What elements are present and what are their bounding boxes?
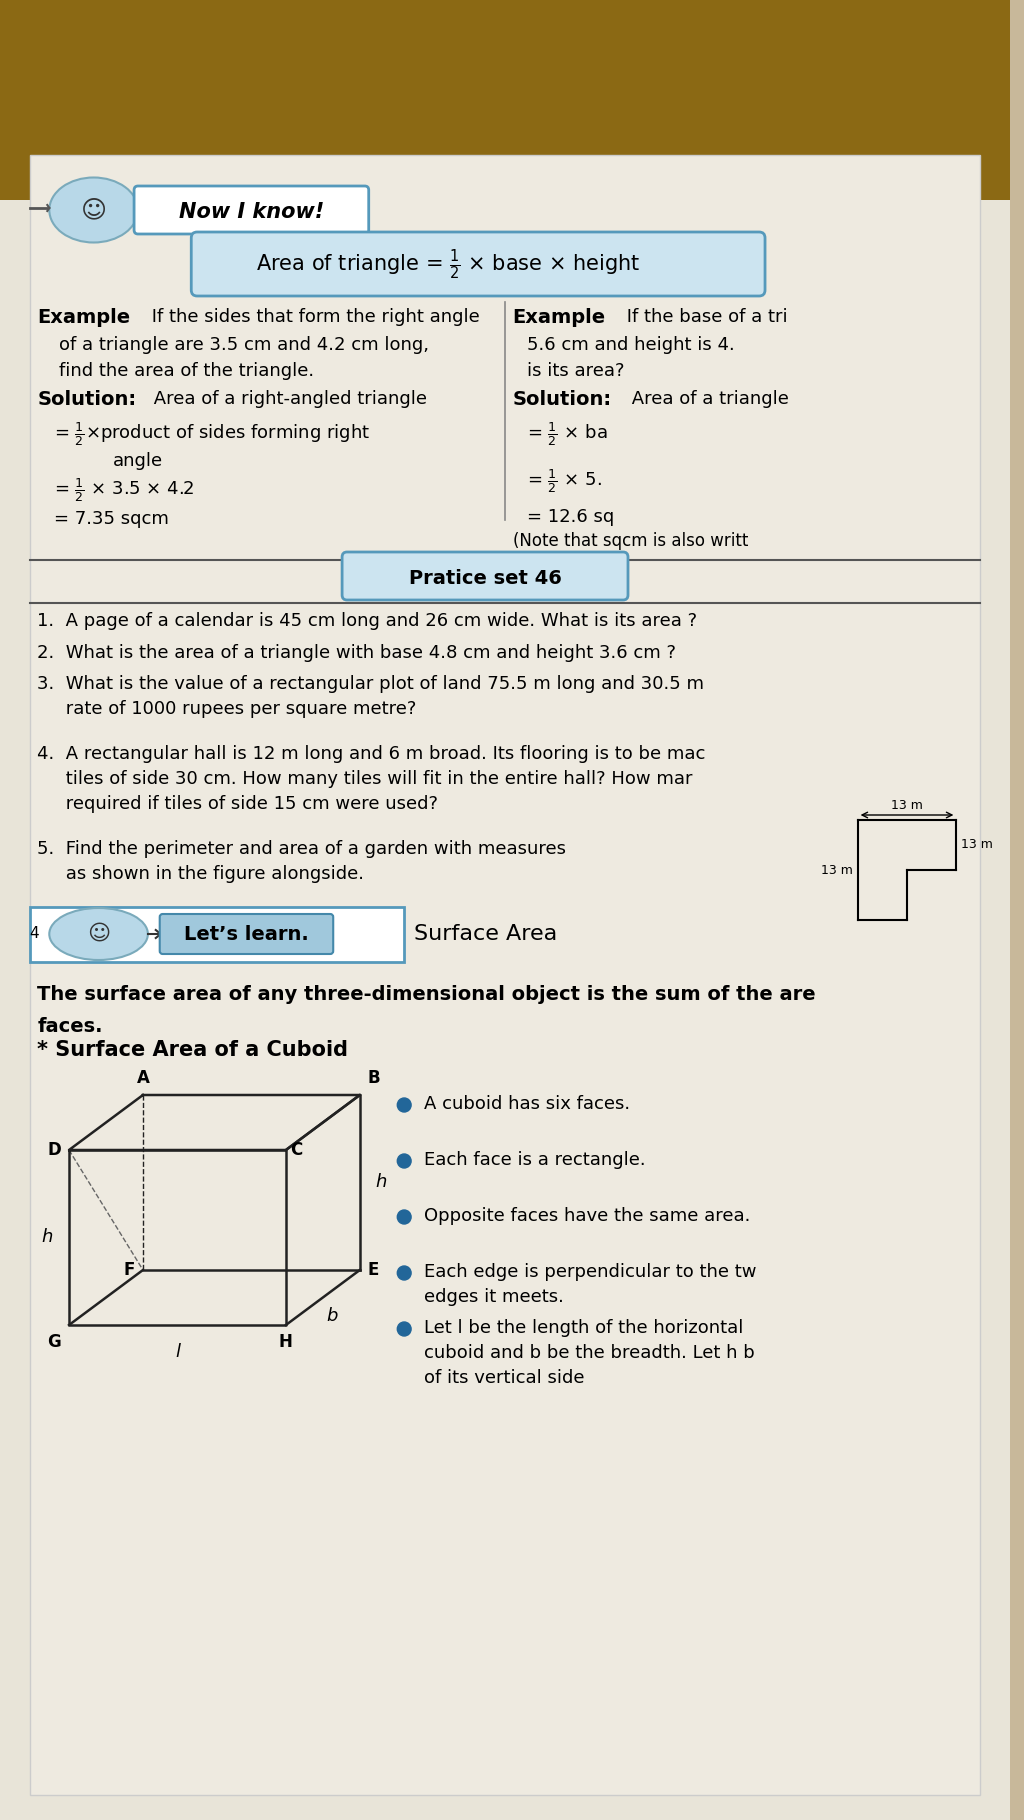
- Text: Opposite faces have the same area.: Opposite faces have the same area.: [424, 1207, 751, 1225]
- Text: A cuboid has six faces.: A cuboid has six faces.: [424, 1096, 630, 1114]
- Text: 5.  Find the perimeter and area of a garden with measures
     as shown in the f: 5. Find the perimeter and area of a gard…: [38, 841, 566, 883]
- FancyBboxPatch shape: [134, 186, 369, 235]
- Circle shape: [397, 1210, 411, 1225]
- Text: 4.  A rectangular hall is 12 m long and 6 m broad. Its flooring is to be mac
   : 4. A rectangular hall is 12 m long and 6…: [38, 744, 706, 814]
- Text: Surface Area: Surface Area: [414, 925, 557, 945]
- Text: 1.  A page of a calendar is 45 cm long and 26 cm wide. What is its area ?: 1. A page of a calendar is 45 cm long an…: [38, 612, 697, 630]
- FancyBboxPatch shape: [30, 906, 404, 963]
- Text: ☺: ☺: [81, 198, 106, 222]
- Text: ☺: ☺: [87, 925, 111, 945]
- Text: * Surface Area of a Cuboid: * Surface Area of a Cuboid: [38, 1039, 348, 1059]
- Text: Example: Example: [513, 308, 606, 328]
- Text: If the base of a tri: If the base of a tri: [622, 308, 787, 326]
- FancyBboxPatch shape: [160, 914, 333, 954]
- Text: Now I know!: Now I know!: [179, 202, 324, 222]
- Circle shape: [397, 1154, 411, 1168]
- Bar: [0, 0, 1010, 200]
- Ellipse shape: [49, 178, 138, 242]
- FancyBboxPatch shape: [191, 231, 765, 297]
- Text: C: C: [290, 1141, 302, 1159]
- Text: Solution:: Solution:: [38, 389, 136, 410]
- Text: B: B: [368, 1068, 380, 1087]
- Text: 13 m: 13 m: [891, 799, 923, 812]
- Text: 4: 4: [30, 926, 39, 941]
- Text: Example: Example: [38, 308, 131, 328]
- Text: 5.6 cm and height is 4.: 5.6 cm and height is 4.: [527, 337, 735, 355]
- Text: (Note that sqcm is also writt: (Note that sqcm is also writt: [513, 531, 748, 550]
- Text: Let’s learn.: Let’s learn.: [184, 925, 309, 943]
- Text: Pratice set 46: Pratice set 46: [409, 568, 561, 588]
- Text: 13 m: 13 m: [821, 863, 853, 877]
- Circle shape: [397, 1097, 411, 1112]
- Text: G: G: [47, 1332, 61, 1350]
- Text: is its area?: is its area?: [527, 362, 625, 380]
- Text: = $\frac{1}{2}$ × ba: = $\frac{1}{2}$ × ba: [527, 420, 608, 448]
- Text: Let l be the length of the horizontal
cuboid and b be the breadth. Let h b
of it: Let l be the length of the horizontal cu…: [424, 1320, 755, 1387]
- Text: Each face is a rectangle.: Each face is a rectangle.: [424, 1150, 645, 1168]
- Text: A: A: [136, 1068, 150, 1087]
- Circle shape: [397, 1321, 411, 1336]
- Text: 2.  What is the area of a triangle with base 4.8 cm and height 3.6 cm ?: 2. What is the area of a triangle with b…: [38, 644, 677, 662]
- Bar: [0, 200, 1010, 1820]
- Text: angle: angle: [114, 451, 164, 470]
- Text: E: E: [368, 1261, 379, 1279]
- Text: h: h: [376, 1174, 387, 1190]
- FancyBboxPatch shape: [342, 551, 628, 601]
- Text: D: D: [47, 1141, 61, 1159]
- Circle shape: [397, 1267, 411, 1279]
- Text: 3.  What is the value of a rectangular plot of land 75.5 m long and 30.5 m
     : 3. What is the value of a rectangular pl…: [38, 675, 705, 719]
- Text: Area of triangle = $\frac{1}{2}$ × base × height: Area of triangle = $\frac{1}{2}$ × base …: [256, 248, 641, 282]
- Text: Area of a right-angled triangle: Area of a right-angled triangle: [147, 389, 427, 408]
- Text: faces.: faces.: [38, 1017, 103, 1036]
- Text: Area of a triangle: Area of a triangle: [626, 389, 788, 408]
- Text: Solution:: Solution:: [513, 389, 611, 410]
- Text: = 12.6 sq: = 12.6 sq: [527, 508, 614, 526]
- Text: H: H: [279, 1332, 293, 1350]
- Text: = $\frac{1}{2}$×product of sides forming right: = $\frac{1}{2}$×product of sides forming…: [54, 420, 371, 448]
- Text: If the sides that form the right angle: If the sides that form the right angle: [145, 308, 479, 326]
- Ellipse shape: [49, 908, 147, 959]
- Text: = $\frac{1}{2}$ × 5.: = $\frac{1}{2}$ × 5.: [527, 468, 602, 495]
- Text: h: h: [42, 1228, 53, 1247]
- Text: b: b: [327, 1307, 338, 1325]
- Text: of a triangle are 3.5 cm and 4.2 cm long,: of a triangle are 3.5 cm and 4.2 cm long…: [59, 337, 429, 355]
- Text: l: l: [175, 1343, 180, 1361]
- Text: 13 m: 13 m: [962, 839, 993, 852]
- Text: = $\frac{1}{2}$ × 3.5 × 4.2: = $\frac{1}{2}$ × 3.5 × 4.2: [54, 477, 195, 504]
- Text: find the area of the triangle.: find the area of the triangle.: [59, 362, 314, 380]
- Text: Each edge is perpendicular to the tw
edges it meets.: Each edge is perpendicular to the tw edg…: [424, 1263, 757, 1307]
- Text: = 7.35 sqcm: = 7.35 sqcm: [54, 510, 169, 528]
- Text: F: F: [124, 1261, 135, 1279]
- Text: The surface area of any three-dimensional object is the sum of the are: The surface area of any three-dimensiona…: [38, 985, 816, 1005]
